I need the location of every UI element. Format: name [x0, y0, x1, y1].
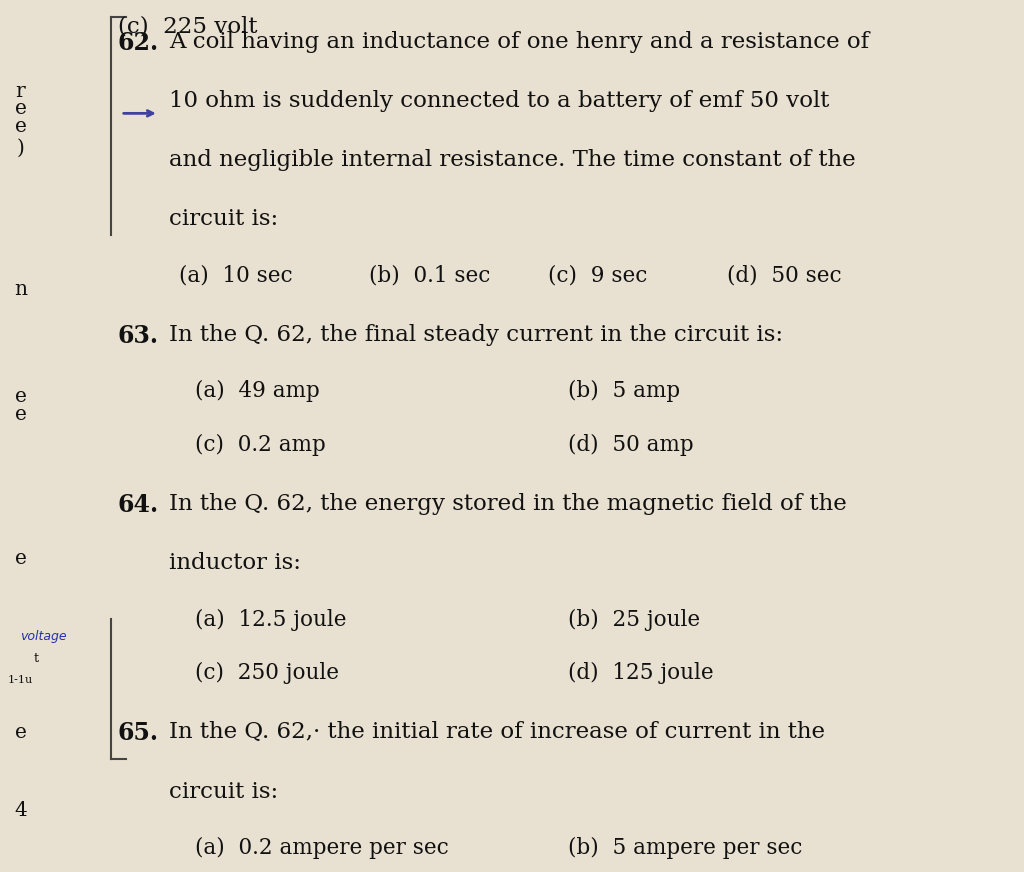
Text: r: r — [15, 82, 26, 101]
Text: (a)  12.5 joule: (a) 12.5 joule — [195, 609, 346, 630]
Text: e: e — [14, 99, 27, 119]
Text: (a)  10 sec: (a) 10 sec — [179, 265, 293, 287]
Text: (c)  9 sec: (c) 9 sec — [548, 265, 647, 287]
Text: A coil having an inductance of one henry and a resistance of: A coil having an inductance of one henry… — [169, 31, 869, 52]
Text: inductor is:: inductor is: — [169, 552, 301, 575]
Text: 1-1u: 1-1u — [8, 675, 33, 685]
Text: 64.: 64. — [118, 493, 159, 517]
Text: 62.: 62. — [118, 31, 159, 55]
Text: (b)  0.1 sec: (b) 0.1 sec — [369, 265, 490, 287]
Text: (a)  49 amp: (a) 49 amp — [195, 380, 319, 403]
Text: e: e — [14, 387, 27, 406]
Text: (b)  25 joule: (b) 25 joule — [568, 609, 700, 630]
Text: e: e — [14, 117, 27, 136]
Text: (a)  0.2 ampere per sec: (a) 0.2 ampere per sec — [195, 837, 449, 859]
Text: 4: 4 — [14, 801, 27, 821]
Text: In the Q. 62, the final steady current in the circuit is:: In the Q. 62, the final steady current i… — [169, 324, 783, 346]
Text: (c)  225 volt: (c) 225 volt — [118, 16, 257, 37]
Text: (b)  5 amp: (b) 5 amp — [568, 380, 680, 403]
Text: (c)  0.2 amp: (c) 0.2 amp — [195, 433, 326, 456]
Text: circuit is:: circuit is: — [169, 208, 279, 230]
Text: circuit is:: circuit is: — [169, 780, 279, 802]
Text: (d)  50 sec: (d) 50 sec — [727, 265, 842, 287]
Text: e: e — [14, 723, 27, 742]
Text: voltage: voltage — [20, 630, 68, 643]
Text: and negligible internal resistance. The time constant of the: and negligible internal resistance. The … — [169, 149, 856, 171]
Text: (b)  5 ampere per sec: (b) 5 ampere per sec — [568, 837, 803, 859]
Text: (d)  50 amp: (d) 50 amp — [568, 433, 694, 456]
Text: 10 ohm is suddenly connected to a battery of emf 50 volt: 10 ohm is suddenly connected to a batter… — [169, 90, 829, 112]
Text: ): ) — [16, 139, 25, 158]
Text: n: n — [14, 280, 27, 299]
Text: t: t — [34, 652, 38, 664]
Text: e: e — [14, 405, 27, 424]
Text: 65.: 65. — [118, 721, 159, 746]
Text: In the Q. 62,· the initial rate of increase of current in the: In the Q. 62,· the initial rate of incre… — [169, 721, 825, 743]
Text: 63.: 63. — [118, 324, 159, 348]
Text: e: e — [14, 548, 27, 568]
Text: (c)  250 joule: (c) 250 joule — [195, 662, 339, 685]
Text: In the Q. 62, the energy stored in the magnetic field of the: In the Q. 62, the energy stored in the m… — [169, 493, 847, 515]
Text: (d)  125 joule: (d) 125 joule — [568, 662, 714, 685]
